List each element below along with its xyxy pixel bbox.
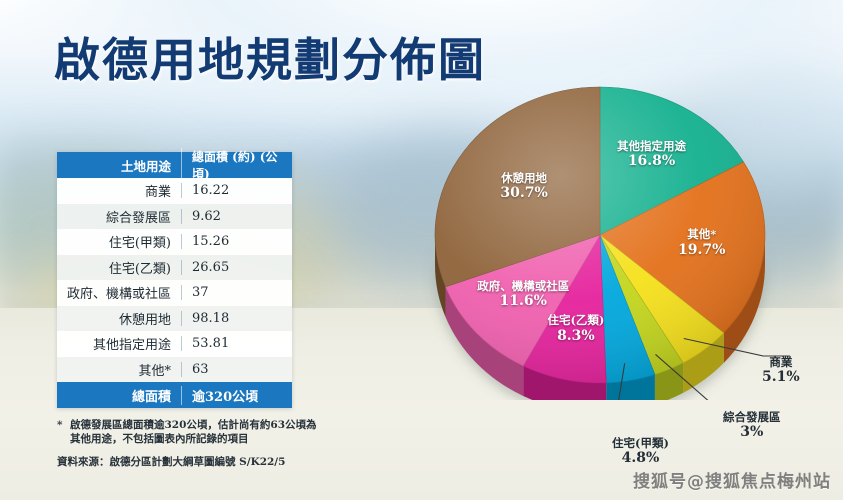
pie-leader-lines: [618, 337, 790, 400]
table-cell-use: 其他指定用途: [92, 338, 171, 354]
table-cell-area: 53.81: [181, 336, 292, 352]
table-cell-use: 商業: [144, 185, 171, 201]
table-cell-area: 16.22: [181, 183, 292, 199]
footnote-primary-text: 啟德發展區總面積逾320公頃，估計尚有約63公頃為其他用途，不包括圖表內所記錄的…: [70, 419, 317, 445]
table-row: 其他* 63: [57, 356, 292, 382]
callout-commercial-name: 商業: [769, 355, 793, 369]
table-cell-area: 63: [181, 361, 292, 377]
leader-line: [618, 363, 626, 400]
callout-cda: 綜合發展區 3%: [723, 410, 781, 442]
table-row: 其他指定用途 53.81: [57, 331, 292, 357]
pie-slice-side: [435, 235, 446, 317]
land-use-table: 土地用途 總面積 (約) (公頃) 商業 16.22 綜合發展區 9.62 住宅(甲類)…: [57, 148, 292, 408]
table-cell-use: 住宅(乙類): [108, 261, 171, 277]
pie-slice-side: [445, 286, 524, 397]
table-total-row: 總面積 逾320公頃: [57, 382, 292, 408]
table-cell-area: 9.62: [181, 208, 292, 224]
table-header-area: 總面積 (約) (公頃): [181, 148, 292, 182]
table-cell-area: 37: [181, 285, 292, 301]
leader-line: [655, 353, 709, 400]
table-header-row: 土地用途 總面積 (約) (公頃): [57, 148, 292, 182]
table-cell-use: 其他*: [138, 363, 171, 379]
pie-slice-side: [723, 235, 765, 363]
table-row: 住宅(甲類) 15.26: [57, 229, 292, 255]
pie-slice-side: [606, 374, 655, 400]
callout-cda-percent: 3%: [740, 424, 764, 441]
table-total-label: 總面積: [131, 389, 171, 405]
table-total-value: 逾320公頃: [181, 385, 292, 405]
pie-chart: 其他指定用途 16.8% 其他* 19.7% 住宅(乙類) 8.3% 政府、機構或社區 11.…: [420, 60, 790, 400]
pie-chart-svg: [434, 86, 790, 400]
table-cell-use: 住宅(甲類): [108, 236, 171, 252]
callout-residential-a-name: 住宅(甲類): [612, 436, 669, 450]
pie-gloss-overlay: [435, 87, 765, 383]
page-title: 啟德用地規劃分佈圖: [54, 33, 486, 87]
table-header-use: 土地用途: [120, 158, 171, 174]
footnote-primary: * 啟德發展區總面積逾320公頃，估計尚有約63公頃為其他用途，不包括圖表內所記…: [57, 418, 327, 446]
footnote-source: 資料來源：啟德分區計劃大綱草圖編號 S/K22/5: [57, 456, 286, 468]
table-cell-area: 98.18: [181, 310, 292, 326]
pie-slice-side: [683, 332, 724, 393]
callout-residential-a-percent: 4.8%: [621, 450, 660, 467]
table-cell-area: 15.26: [181, 234, 292, 250]
watermark: 搜狐号@搜狐焦点梅州站: [633, 472, 831, 492]
table-cell-use: 休憩用地: [118, 312, 171, 328]
table-row: 商業 16.22: [57, 178, 292, 204]
table-row: 休憩用地 98.18: [57, 305, 292, 331]
table-row: 住宅(乙類) 26.65: [57, 254, 292, 280]
table-cell-use: 綜合發展區: [105, 210, 171, 226]
leader-line: [683, 337, 790, 357]
footnotes: * 啟德發展區總面積逾320公頃，估計尚有約63公頃為其他用途，不包括圖表內所記…: [57, 418, 327, 469]
asterisk-icon: *: [57, 419, 63, 431]
table-cell-use: 政府、機構或社區: [66, 287, 171, 303]
callout-commercial-percent: 5.1%: [762, 369, 800, 386]
callout-cda-name: 綜合發展區: [723, 410, 781, 424]
table-body: 商業 16.22 綜合發展區 9.62 住宅(甲類) 15.26 住宅(乙類) 26.65 政府…: [57, 178, 292, 382]
callout-commercial: 商業 5.1%: [762, 355, 800, 387]
table-cell-area: 26.65: [181, 259, 292, 275]
table-row: 政府、機構或社區 37: [57, 280, 292, 306]
table-row: 綜合發展區 9.62: [57, 203, 292, 229]
callout-residential-a: 住宅(甲類) 4.8%: [612, 436, 669, 468]
